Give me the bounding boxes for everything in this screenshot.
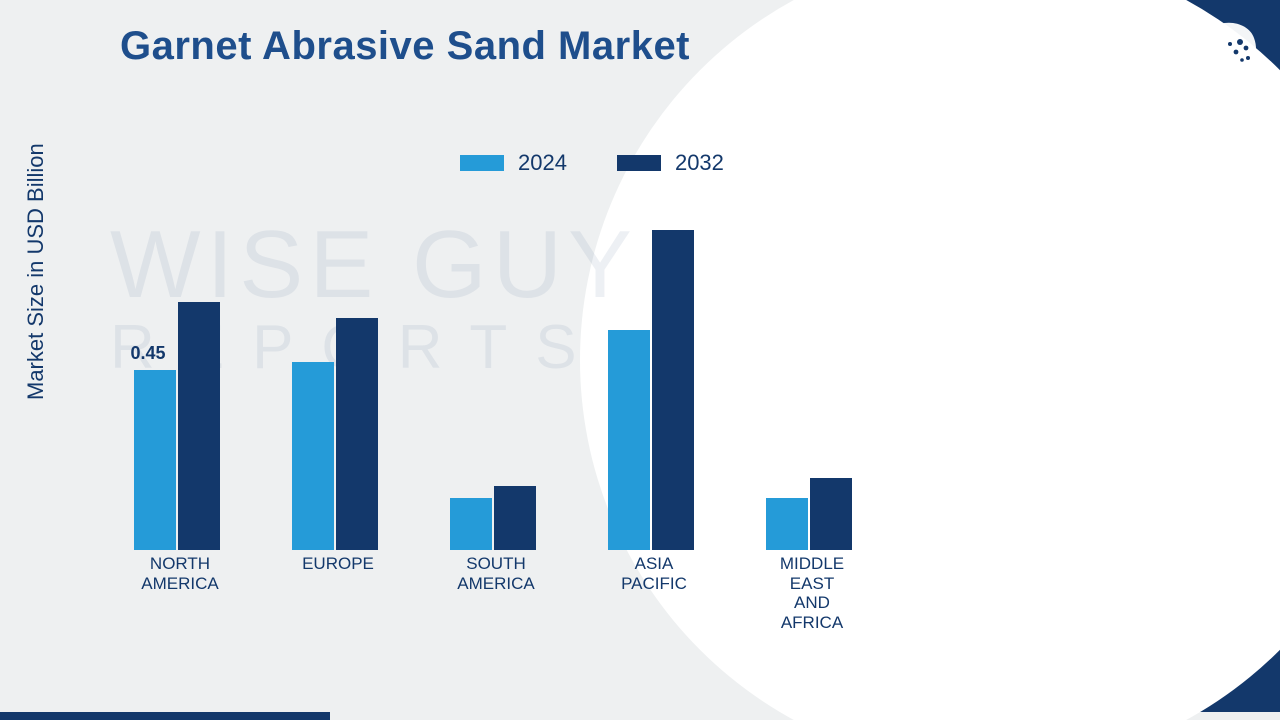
x-axis-label: NORTHAMERICA	[120, 554, 240, 593]
bar	[178, 302, 220, 550]
bar	[450, 498, 492, 550]
plot-area: 0.45	[120, 190, 920, 550]
page-title: Garnet Abrasive Sand Market	[120, 24, 690, 69]
x-axis-label: EUROPE	[278, 554, 398, 574]
bar	[766, 498, 808, 550]
bar	[608, 330, 650, 550]
bar	[292, 362, 334, 550]
head-icon	[1200, 18, 1264, 82]
y-axis-label: Market Size in USD Billion	[23, 143, 49, 400]
x-axis-label: SOUTHAMERICA	[436, 554, 556, 593]
legend-item-2032: 2032	[617, 150, 724, 176]
bottom-accent-bar	[0, 712, 330, 720]
bar	[336, 318, 378, 550]
chart: Market Size in USD Billion 2024 2032 0.4…	[40, 150, 940, 650]
legend-swatch-2032	[617, 155, 661, 171]
legend-label-2024: 2024	[518, 150, 567, 176]
bar-value-label: 0.45	[120, 343, 176, 364]
brand-logo: WISE GUY R E P O R T S	[1020, 12, 1260, 65]
bar	[652, 230, 694, 550]
bar	[494, 486, 536, 550]
legend-swatch-2024	[460, 155, 504, 171]
bar	[810, 478, 852, 550]
legend: 2024 2032	[460, 150, 724, 176]
legend-item-2024: 2024	[460, 150, 567, 176]
infographic-page: WISE GUY REPORTS Garnet Abrasive Sand Ma…	[0, 0, 1280, 720]
x-axis-label: MIDDLEEASTANDAFRICA	[752, 554, 872, 632]
x-axis-label: ASIAPACIFIC	[594, 554, 714, 593]
legend-label-2032: 2032	[675, 150, 724, 176]
bar	[134, 370, 176, 550]
